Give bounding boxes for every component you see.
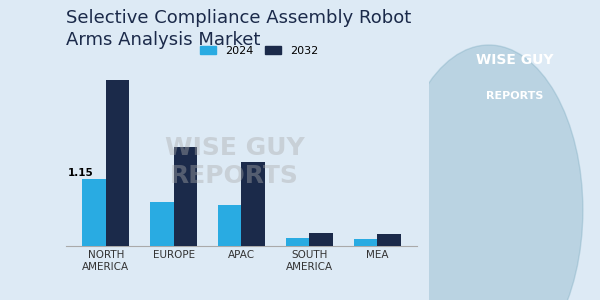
Bar [241, 162, 265, 246]
Bar [106, 80, 130, 246]
Text: WISE GUY: WISE GUY [476, 53, 553, 67]
Text: WISE GUY
REPORTS: WISE GUY REPORTS [164, 136, 304, 188]
Bar [150, 202, 173, 246]
Ellipse shape [395, 45, 583, 300]
Bar [82, 179, 106, 246]
Text: REPORTS: REPORTS [486, 91, 543, 101]
Text: Selective Compliance Assembly Robot
Arms Analysis Market: Selective Compliance Assembly Robot Arms… [66, 9, 411, 49]
Text: 1.15: 1.15 [67, 168, 93, 178]
Bar [286, 238, 310, 246]
Bar [310, 233, 333, 246]
Bar [353, 239, 377, 246]
Legend: 2024, 2032: 2024, 2032 [195, 41, 323, 60]
Bar [173, 147, 197, 246]
Bar [218, 205, 242, 246]
Bar [377, 234, 401, 246]
